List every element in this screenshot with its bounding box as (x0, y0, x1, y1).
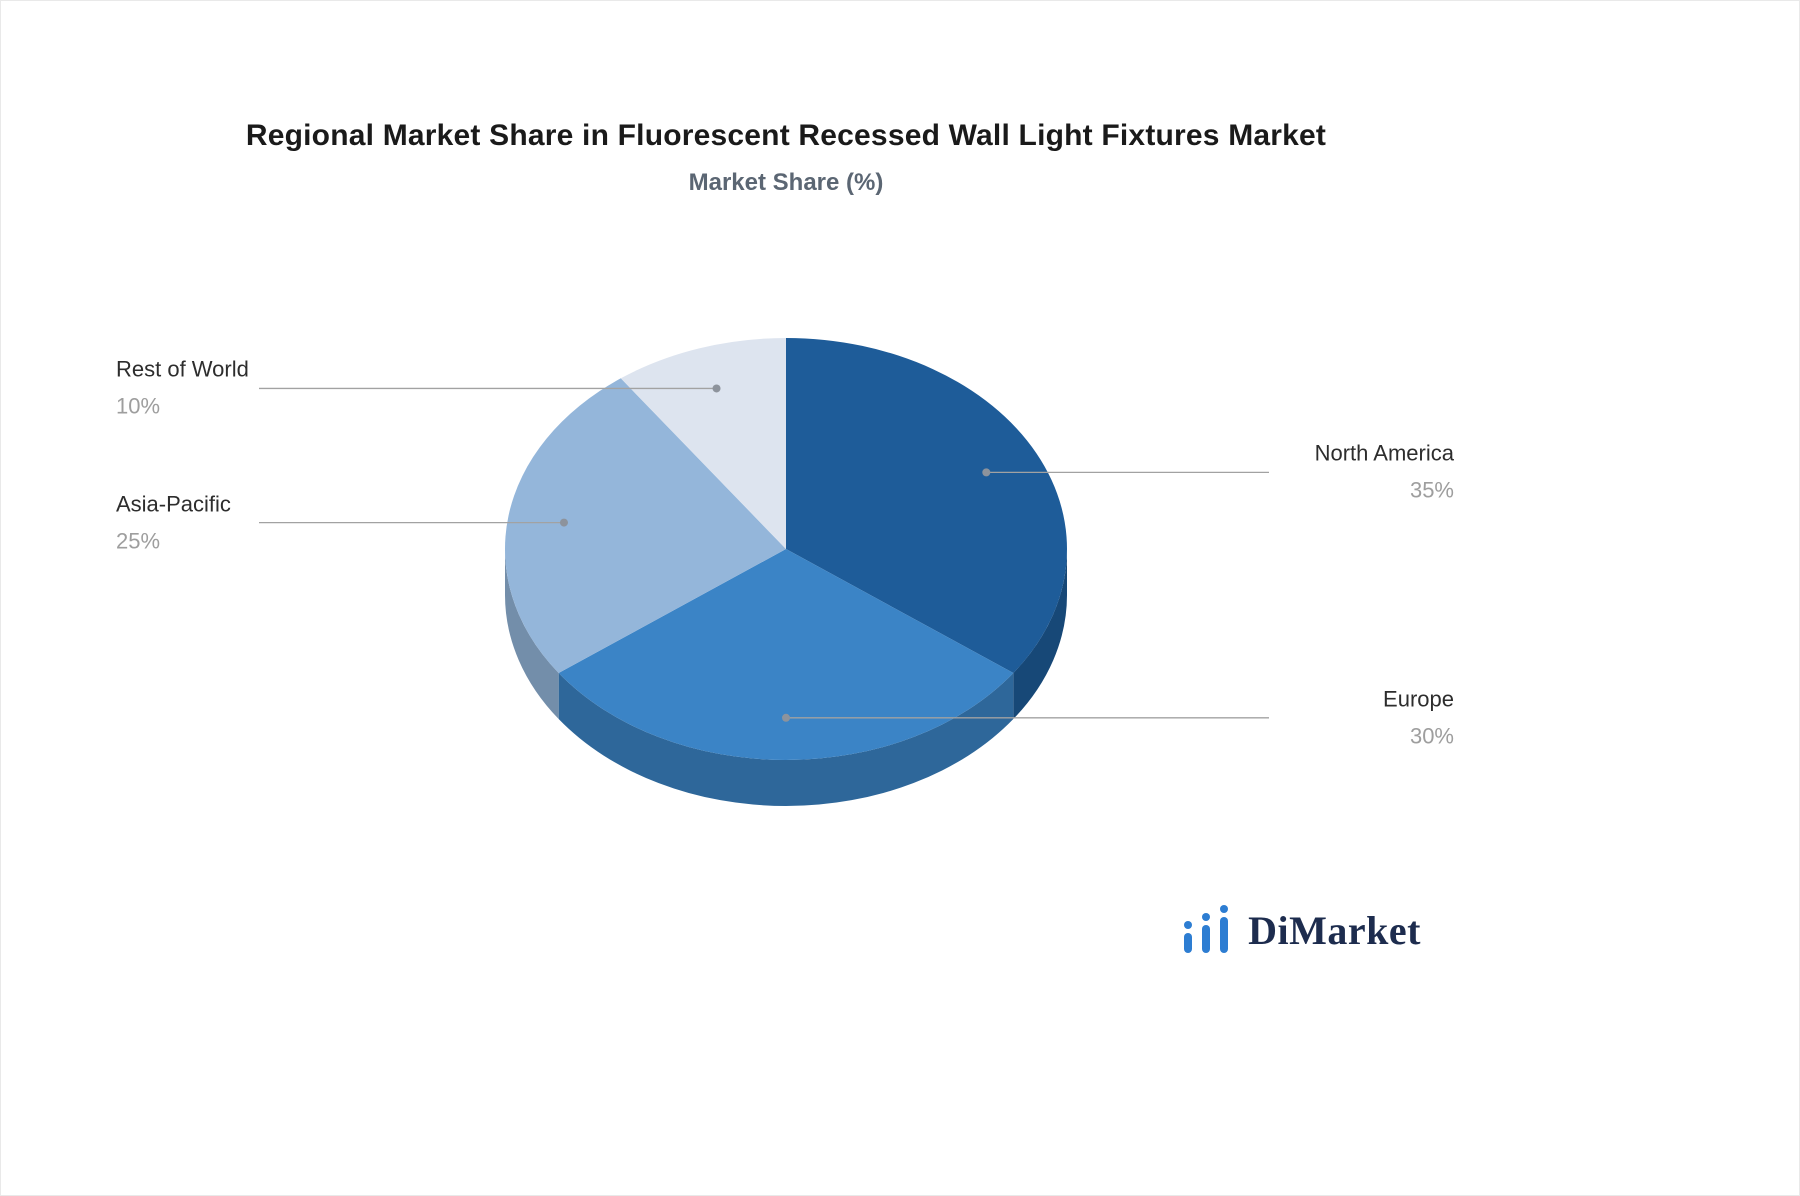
chart-title: Regional Market Share in Fluorescent Rec… (245, 119, 1327, 152)
leader-dot-north-america (982, 468, 991, 477)
bar-chart-dots-icon (1184, 905, 1229, 953)
dimarket-logo: DiMarket (1182, 903, 1421, 957)
leader-dot-rest-of-world (712, 384, 721, 393)
leader-dot-asia-pacific (559, 518, 568, 527)
leader-dot-europe (782, 713, 790, 722)
pie-side-asia-pacific (505, 549, 559, 720)
pie-side-europe (558, 673, 1014, 807)
chart-subtitle: Market Share (%) (688, 169, 884, 196)
logo-wordmark: DiMarket (1248, 907, 1421, 953)
pie-slice-asia-pacific (505, 378, 786, 674)
pie-slice-rest-of-world (620, 338, 786, 549)
pie-slice-europe (558, 549, 1014, 760)
pie-slice-north-america (786, 338, 1067, 674)
pie-side-north-america (1013, 549, 1067, 720)
